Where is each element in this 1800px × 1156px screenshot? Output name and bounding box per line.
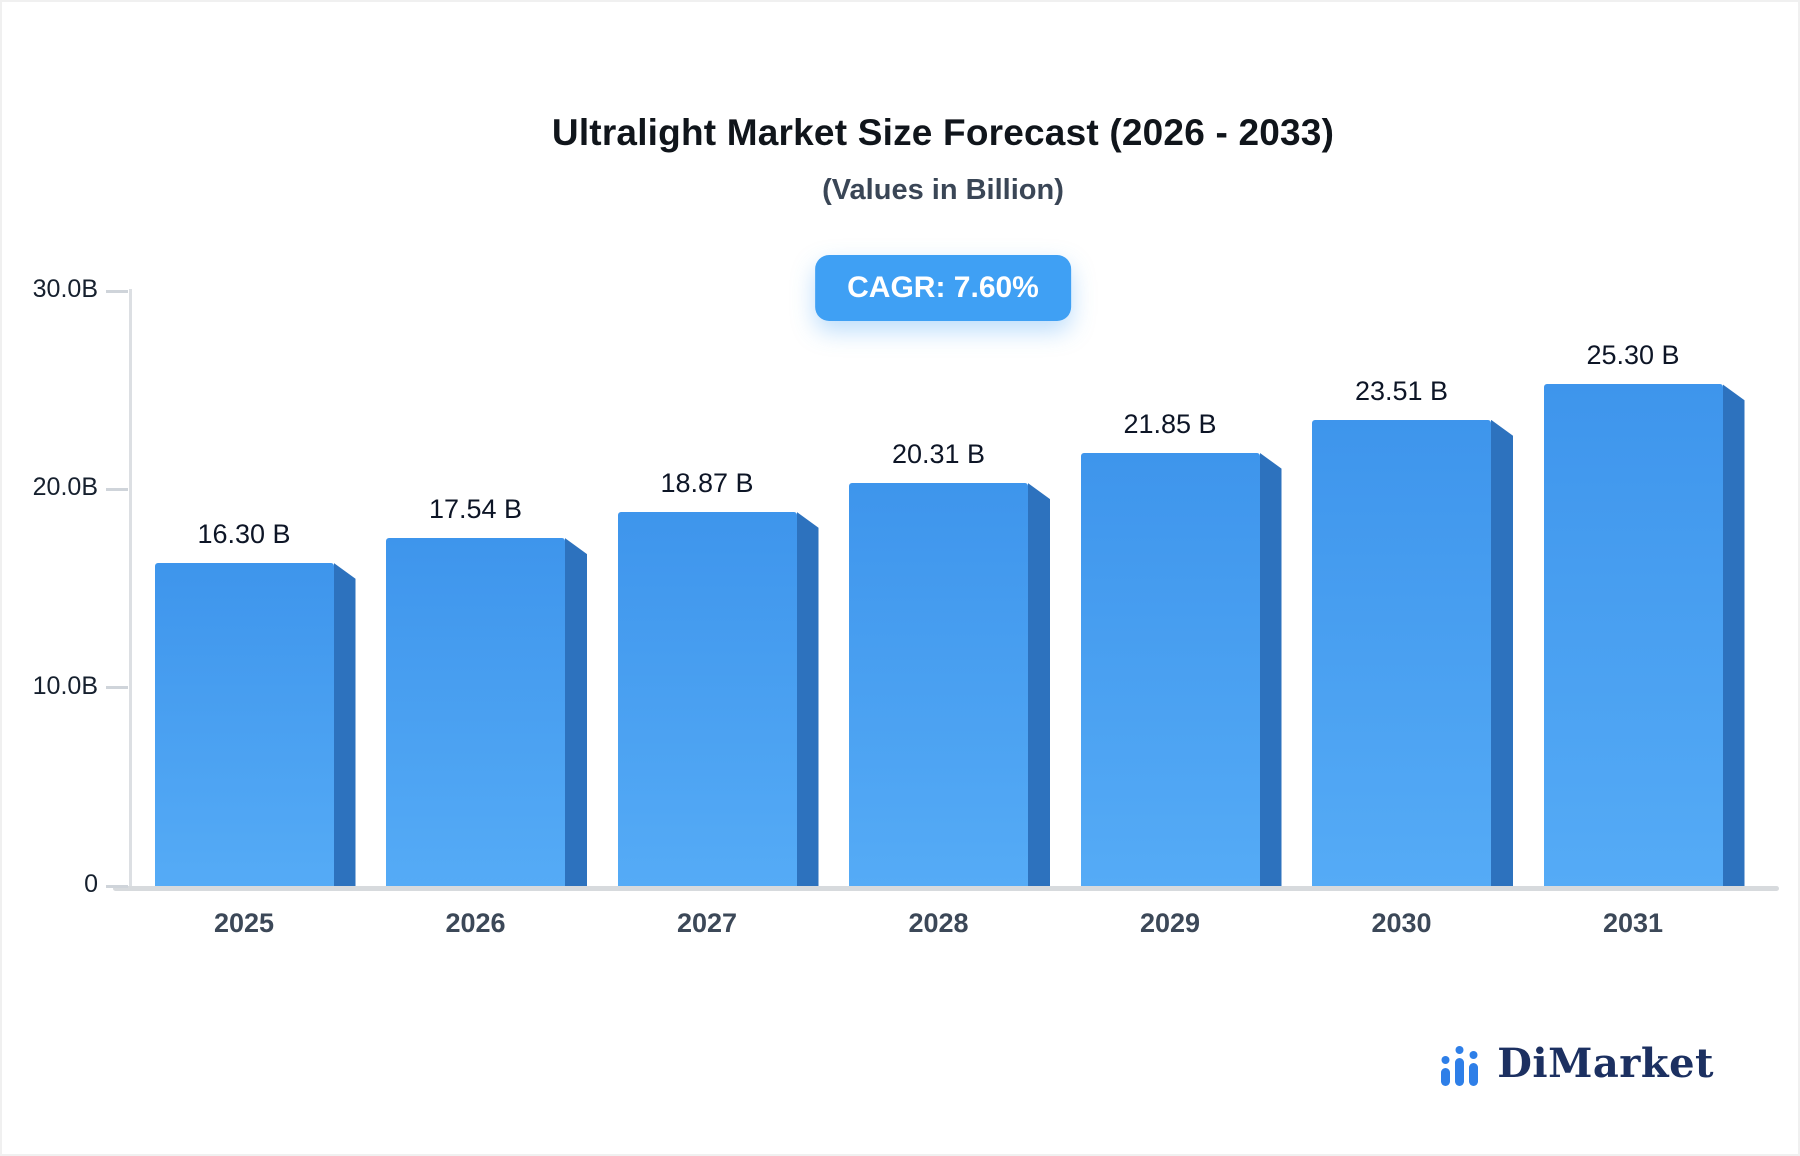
x-axis-label: 2029 [1139, 908, 1201, 938]
bar[interactable] [617, 511, 797, 886]
x-axis-label: 2025 [213, 908, 275, 938]
cagr-badge: CAGR: 7.60% [815, 255, 1071, 321]
bar-3d-side[interactable] [1491, 419, 1513, 886]
bar-value-label: 20.31 B [891, 439, 986, 470]
bar-3d-side[interactable] [1259, 452, 1282, 886]
bar-value-label: 17.54 B [428, 494, 523, 525]
bar-value-label: 23.51 B [1354, 375, 1449, 406]
y-axis-tick [106, 884, 128, 888]
y-axis-line [129, 289, 132, 888]
bar-value-label: 16.30 B [197, 518, 291, 549]
bar[interactable] [154, 562, 334, 886]
x-axis-label: 2031 [1602, 908, 1664, 938]
y-axis-label: 10.0B [32, 671, 98, 700]
bar-3d-side[interactable] [1722, 384, 1745, 886]
bar-3d-side[interactable] [565, 538, 587, 886]
bar[interactable] [1080, 452, 1260, 886]
y-axis-tick [106, 289, 128, 293]
bar[interactable] [849, 483, 1028, 886]
bar-chart-icon [1441, 1045, 1479, 1086]
bar-value-label: 18.87 B [660, 467, 754, 498]
y-axis-tick [106, 686, 128, 690]
bar-value-label: 25.30 B [1586, 340, 1680, 371]
y-axis-label: 20.0B [32, 473, 98, 502]
x-axis-label: 2027 [676, 908, 738, 938]
bar[interactable] [1543, 384, 1723, 886]
x-axis-label: 2030 [1371, 908, 1432, 938]
bar[interactable] [386, 538, 565, 886]
bar-value-label: 21.85 B [1123, 408, 1217, 439]
brand-name: DiMarket [1497, 1040, 1714, 1087]
x-axis-label: 2028 [908, 908, 969, 938]
bar-3d-side[interactable] [796, 511, 819, 886]
chart-title: Ultralight Market Size Forecast (2026 - … [551, 112, 1335, 153]
chart-subtitle: (Values in Billion) [822, 174, 1064, 206]
y-axis-tick [106, 487, 128, 491]
y-axis-label: 0 [84, 870, 98, 898]
bar-3d-side[interactable] [1028, 483, 1050, 886]
x-axis-line [113, 886, 1779, 891]
x-axis-label: 2026 [445, 908, 506, 938]
brand-logo: DiMarket [1437, 1040, 1714, 1087]
y-axis-label: 30.0B [32, 275, 98, 303]
bar[interactable] [1312, 419, 1491, 886]
bar-3d-side[interactable] [333, 562, 356, 886]
